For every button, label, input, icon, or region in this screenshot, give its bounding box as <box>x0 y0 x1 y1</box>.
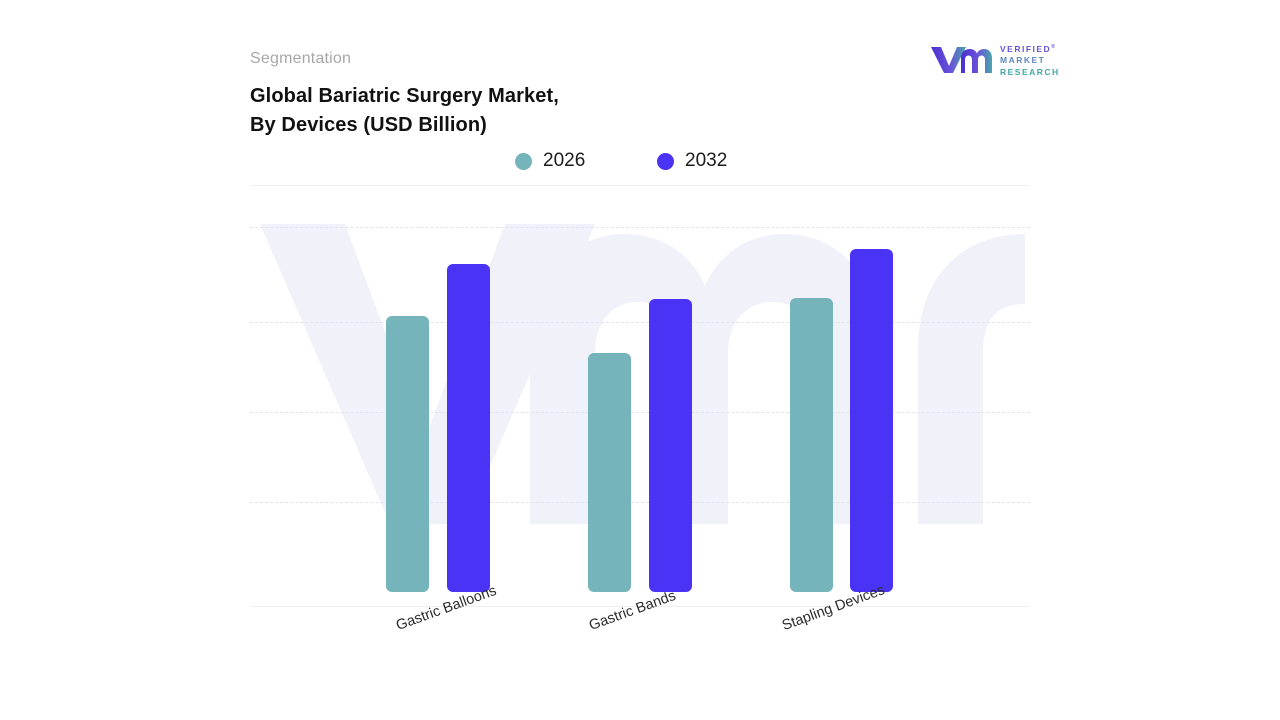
gridline-1 <box>250 502 1030 503</box>
bar-gastric-bands-2032[interactable] <box>649 299 692 592</box>
logo-line-research: RESEARCH <box>1000 67 1060 78</box>
logo-wordmark: VERIFIED® MARKET RESEARCH <box>1000 42 1062 79</box>
legend-label-2032: 2032 <box>685 150 728 171</box>
x-axis-category-labels: Gastric Balloons Gastric Bands Stapling … <box>250 582 1030 717</box>
x-axis-baseline <box>250 606 1030 607</box>
gridline-4 <box>250 227 1030 228</box>
page-title: Global Bariatric Surgery Market, By Devi… <box>250 85 559 136</box>
legend-item-2026[interactable]: 2026 <box>515 150 585 172</box>
registered-mark-icon: ® <box>1051 44 1055 50</box>
logo-line-market: MARKET <box>1000 55 1046 66</box>
bar-gastric-balloons-2032[interactable] <box>447 264 490 592</box>
vmr-watermark-icon <box>260 224 1025 524</box>
legend-item-2032[interactable]: 2032 <box>657 150 727 172</box>
legend-label-2026: 2026 <box>543 150 586 171</box>
verified-market-research-logo: VERIFIED® MARKET RESEARCH <box>930 42 1062 78</box>
bar-stapling-devices-2032[interactable] <box>850 249 893 592</box>
legend-swatch-2026 <box>515 152 532 170</box>
bar-gastric-balloons-2026[interactable] <box>386 316 429 592</box>
segmentation-eyebrow: Segmentation <box>250 50 352 67</box>
gridline-2 <box>250 412 1030 413</box>
vmr-logo-mark <box>931 47 992 73</box>
plot-area <box>250 186 1030 607</box>
bar-gastric-bands-2026[interactable] <box>588 353 631 592</box>
logo-line-verified: VERIFIED <box>1000 43 1052 54</box>
legend-swatch-2032 <box>657 152 674 170</box>
gridline-3 <box>250 322 1030 323</box>
chart-legend: 2026 2032 <box>250 150 1030 174</box>
legend-separator <box>250 185 1030 186</box>
bar-stapling-devices-2026[interactable] <box>790 298 833 592</box>
